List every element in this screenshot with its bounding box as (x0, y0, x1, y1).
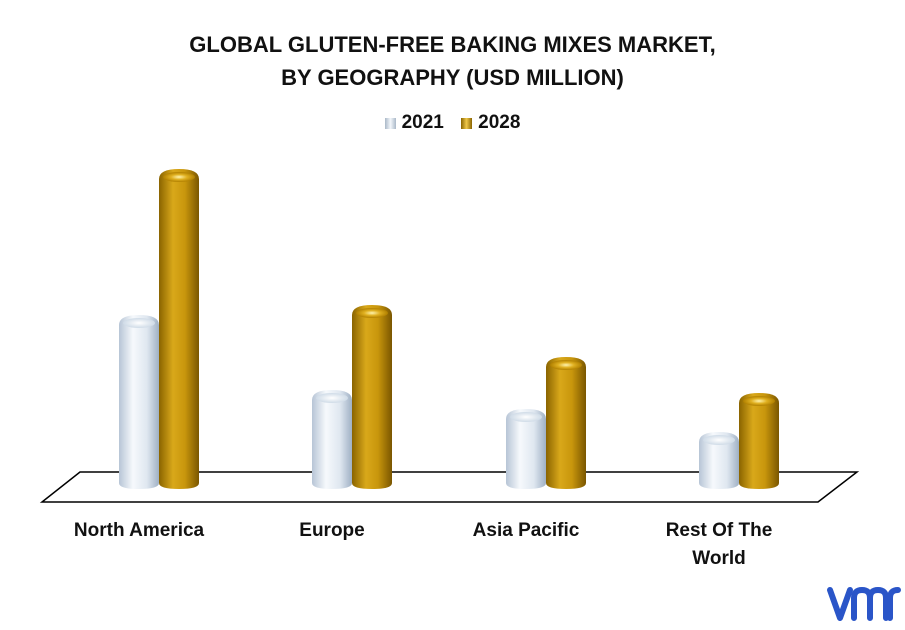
bar-cap-rest-of-the-world-2021 (703, 435, 735, 445)
bar-europe-2028 (352, 305, 392, 489)
bar-cap-asia-pacific-2021 (510, 412, 542, 422)
legend-swatch-2028 (461, 117, 473, 129)
legend-label-2021: 2021 (401, 112, 444, 133)
category-label-rest-of-the-world: Rest Of The World (665, 520, 773, 569)
bar-north-america-2021 (119, 315, 159, 489)
bar-cap-north-america-2021 (123, 318, 155, 328)
bar-cap-rest-of-the-world-2028 (743, 396, 775, 406)
category-label-asia-pacific: Asia Pacific (472, 520, 580, 541)
bar-north-america-2028 (159, 169, 199, 489)
legend-label-2028: 2028 (478, 112, 521, 133)
bar-europe-2021 (312, 390, 352, 489)
vmr-logo (827, 586, 901, 621)
bar-cap-north-america-2028 (163, 172, 195, 182)
chart-floor (39, 471, 860, 503)
legend-item-2021: 2021 (384, 112, 444, 134)
bar-cap-asia-pacific-2028 (550, 360, 582, 370)
bar-cap-europe-2028 (356, 308, 388, 318)
chart-legend: 2021 2028 (0, 112, 905, 135)
legend-item-2028: 2028 (461, 112, 520, 134)
bar-asia-pacific-2028 (546, 357, 586, 489)
bar-cap-europe-2021 (316, 393, 348, 403)
bar-rest-of-the-world-2021 (699, 432, 739, 489)
legend-swatch-2021 (384, 117, 396, 129)
chart-title-line1: GLOBAL GLUTEN-FREE BAKING MIXES MARKET, (189, 32, 716, 57)
chart-title-line2: BY GEOGRAPHY (USD MILLION) (281, 65, 624, 90)
bars-group (119, 169, 779, 489)
category-label-europe: Europe (299, 520, 365, 541)
bar-rest-of-the-world-2028 (739, 393, 779, 489)
category-label-north-america: North America (73, 520, 205, 541)
bar-asia-pacific-2021 (506, 409, 546, 489)
